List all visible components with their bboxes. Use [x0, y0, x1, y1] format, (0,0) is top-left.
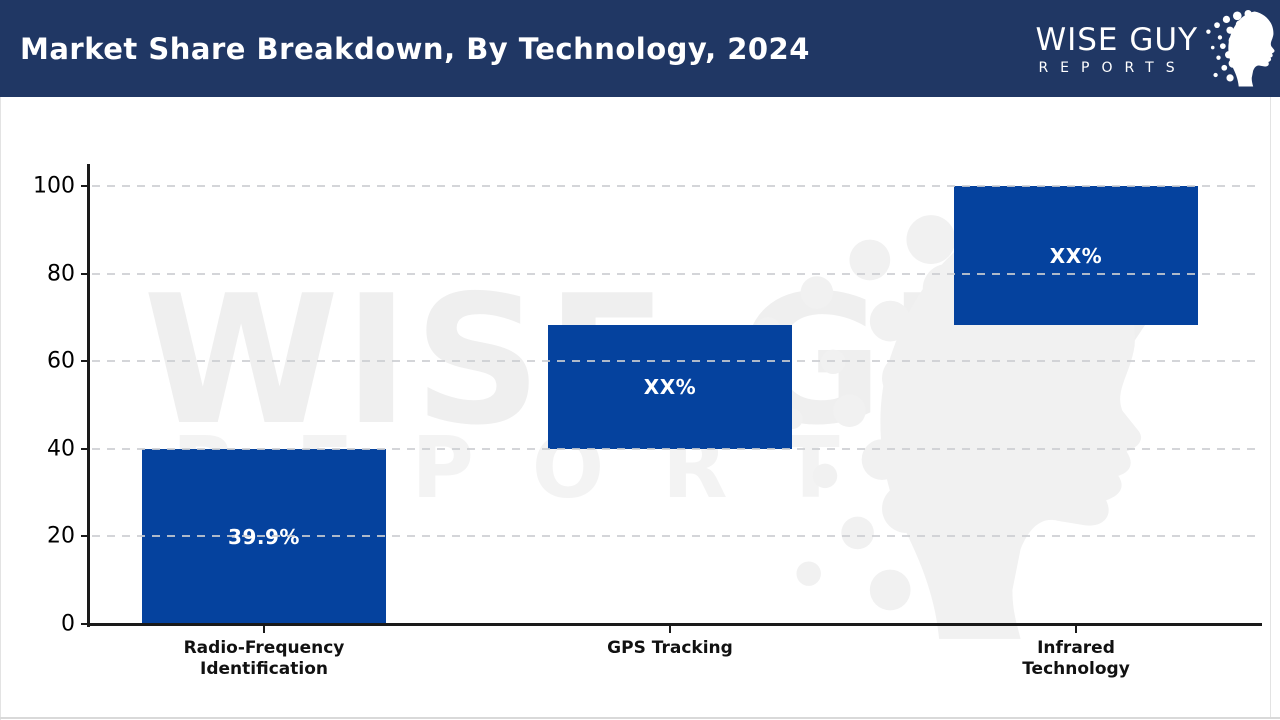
page-title: Market Share Breakdown, By Technology, 2… [20, 31, 810, 66]
axes-layer: 0 20 40 60 80 100 [0, 97, 1280, 720]
x-category-label: Infrared Technology [1022, 638, 1130, 679]
y-tick-label: 60 [47, 348, 75, 374]
bar-value-label: XX% [643, 375, 697, 400]
y-tick-mark [81, 447, 89, 450]
x-tick-mark [263, 626, 265, 633]
grid-layer [0, 97, 1280, 720]
brand-logo: WISE GUY REPORTS [1014, 6, 1275, 92]
y-tick-mark [81, 185, 89, 187]
header-band: Market Share Breakdown, By Technology, 2… [0, 0, 1280, 97]
labels-layer: Radio-Frequency Identification GPS Tracki… [0, 97, 1280, 720]
y-tick-label: 40 [47, 436, 75, 462]
y-tick-mark [81, 360, 89, 363]
x-category-label: GPS Tracking [607, 638, 733, 658]
brand-subtitle: REPORTS [1038, 60, 1187, 76]
brand-name: WISE GUY [1035, 22, 1198, 58]
x-tick-mark [669, 626, 671, 633]
chart-area: WISE GUY REPORTS 39.9%XX%XX% 02040608010… [0, 97, 1280, 720]
y-tick-mark [81, 623, 89, 625]
brand-wordmark: WISE GUY REPORTS [1035, 22, 1198, 76]
y-tick-label: 20 [47, 523, 75, 549]
bar: XX% [548, 325, 792, 450]
gridline [92, 185, 1256, 187]
x-category-label: Radio-Frequency Identification [183, 638, 345, 679]
frame-left-line [0, 97, 1, 720]
frame-right-line [1270, 97, 1271, 718]
brand-face-icon [1206, 10, 1275, 87]
y-tick-label: 100 [33, 173, 75, 199]
gridline [92, 360, 1256, 363]
y-axis-line [87, 164, 90, 627]
y-tick-mark [81, 272, 89, 275]
gridline [92, 535, 1256, 538]
frame-bottom-line [0, 717, 1280, 719]
y-tick-label: 0 [61, 611, 75, 637]
gridline [92, 447, 1256, 450]
x-axis-line [87, 623, 1262, 626]
gridline [92, 272, 1256, 275]
y-tick-label: 80 [47, 261, 75, 287]
y-tick-mark [81, 535, 89, 538]
